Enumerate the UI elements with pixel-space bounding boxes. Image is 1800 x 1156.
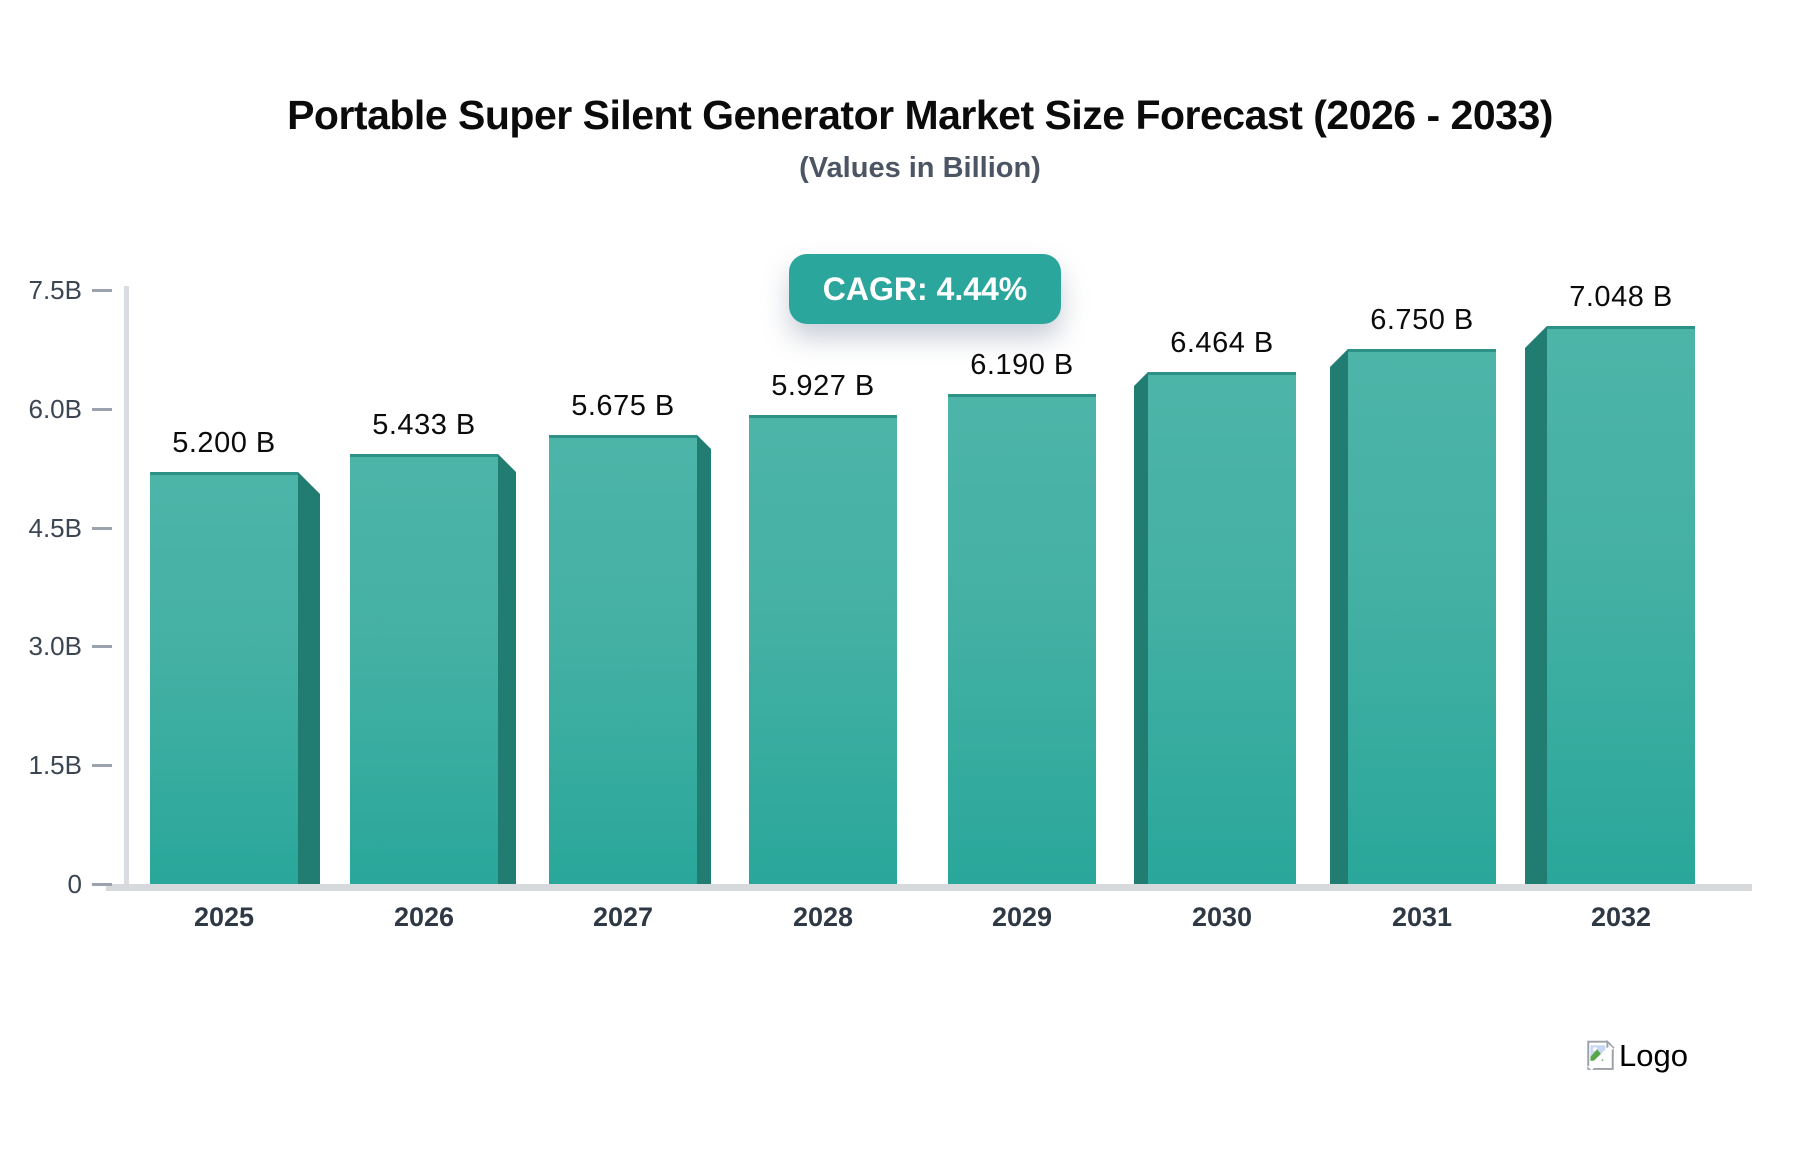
x-axis-label-2030: 2030 bbox=[1191, 902, 1253, 932]
y-axis-tick-label: 1.5B bbox=[28, 750, 83, 781]
x-axis-label-2032: 2032 bbox=[1590, 902, 1652, 932]
y-axis-tick-label: 0 bbox=[67, 869, 82, 899]
bar-2031 bbox=[1348, 349, 1496, 884]
bar-2027 bbox=[549, 435, 697, 884]
x-axis-label-2026: 2026 bbox=[393, 902, 455, 932]
bar-value-label: 5.675 B bbox=[571, 390, 675, 422]
x-axis-label-2028: 2028 bbox=[792, 902, 854, 932]
y-axis-tick-mark bbox=[92, 526, 112, 530]
chart-title: Portable Super Silent Generator Market S… bbox=[287, 92, 1553, 138]
bar-value-label: 7.048 B bbox=[1569, 281, 1673, 313]
bar-value-label: 5.200 B bbox=[172, 427, 276, 459]
bar-3d-side-2031 bbox=[1330, 349, 1348, 884]
bar-2030 bbox=[1148, 372, 1296, 884]
x-axis-label-2025: 2025 bbox=[193, 902, 255, 932]
bar-3d-side-2025 bbox=[298, 472, 320, 884]
y-axis-line bbox=[124, 286, 129, 886]
bar-3d-side-2032 bbox=[1525, 326, 1547, 884]
cagr-badge-label: CAGR: 4.44% bbox=[822, 270, 1028, 307]
y-axis-tick-label: 4.5B bbox=[28, 512, 83, 543]
bar-2032 bbox=[1547, 326, 1695, 884]
y-axis-tick-mark bbox=[92, 407, 112, 411]
bar-value-label: 5.433 B bbox=[372, 409, 476, 441]
bar-value-label: 5.927 B bbox=[771, 370, 875, 402]
y-axis-tick-mark bbox=[92, 645, 112, 649]
broken-image-icon bbox=[1587, 1039, 1615, 1071]
bar-3d-side-2026 bbox=[498, 454, 516, 884]
x-axis-baseline bbox=[106, 884, 1752, 891]
y-axis-tick-mark bbox=[92, 764, 112, 768]
chart-subtitle: (Values in Billion) bbox=[799, 152, 1041, 184]
x-axis-label-2031: 2031 bbox=[1391, 902, 1453, 932]
x-axis-label-2027: 2027 bbox=[592, 902, 654, 932]
bar-value-label: 6.190 B bbox=[970, 349, 1074, 381]
x-axis-label-2029: 2029 bbox=[991, 902, 1053, 932]
bar-value-label: 6.464 B bbox=[1170, 327, 1274, 359]
bar-2028 bbox=[749, 415, 897, 884]
bar-2025 bbox=[150, 472, 298, 884]
bar-3d-side-2030 bbox=[1134, 372, 1148, 884]
y-axis-tick-mark bbox=[92, 883, 112, 886]
bar-2029 bbox=[948, 394, 1096, 884]
logo: Logo bbox=[1584, 1038, 1688, 1074]
y-axis-tick-label: 6.0B bbox=[28, 393, 83, 424]
y-axis-tick-label: 7.5B bbox=[28, 275, 83, 305]
cagr-badge: CAGR: 4.44% bbox=[789, 254, 1061, 324]
bar-2026 bbox=[350, 454, 498, 884]
bar-value-label: 6.750 B bbox=[1370, 304, 1474, 336]
y-axis-tick-label: 3.0B bbox=[28, 631, 83, 662]
logo-alt-text: Logo bbox=[1619, 1038, 1688, 1073]
y-axis-tick-mark bbox=[92, 289, 112, 292]
bar-3d-side-2027 bbox=[697, 435, 711, 884]
